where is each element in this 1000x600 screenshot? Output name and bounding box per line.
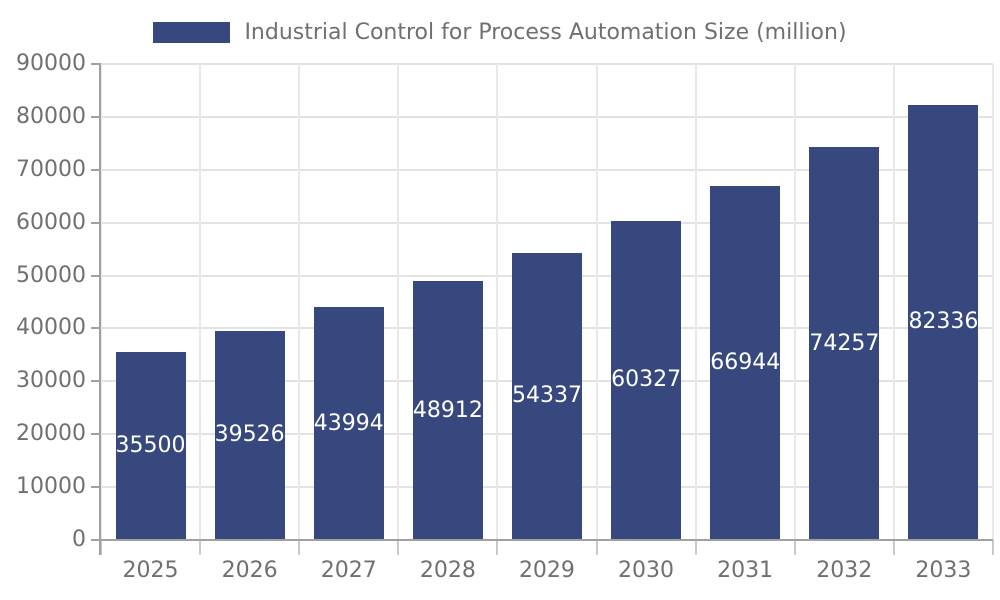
- bar[interactable]: 66944: [710, 185, 781, 540]
- legend-swatch: [153, 22, 231, 43]
- bar[interactable]: 35500: [115, 352, 186, 540]
- y-axis-tick: [91, 380, 101, 383]
- bar[interactable]: 54337: [512, 252, 582, 540]
- y-tick-label: 70000: [16, 156, 86, 182]
- bar[interactable]: 60327: [611, 220, 682, 540]
- y-axis-tick: [91, 221, 101, 224]
- x-axis-tick: [892, 540, 895, 555]
- x-tick-label: 2032: [816, 558, 873, 583]
- x-tick-label: 2030: [618, 558, 675, 583]
- bar-value-label: 35500: [115, 433, 186, 459]
- y-axis-tick: [91, 327, 101, 330]
- x-axis-tick: [397, 540, 400, 555]
- gridline-horizontal: [101, 168, 993, 171]
- x-tick-label: 2028: [419, 558, 476, 583]
- bar[interactable]: 48912: [412, 281, 483, 540]
- y-tick-label: 80000: [16, 103, 86, 129]
- y-axis-tick: [91, 433, 101, 436]
- y-axis-tick: [91, 115, 101, 118]
- bar-value-label: 66944: [710, 349, 781, 375]
- y-tick-label: 20000: [16, 421, 86, 447]
- y-axis-tick: [91, 486, 101, 489]
- bar[interactable]: 74257: [809, 147, 880, 540]
- bar[interactable]: 39526: [214, 330, 285, 540]
- y-axis-tick: [91, 63, 101, 65]
- bar-value-label: 39526: [214, 422, 285, 448]
- y-tick-label: 10000: [16, 474, 86, 500]
- legend[interactable]: Industrial Control for Process Automatio…: [0, 20, 1000, 45]
- x-axis-tick: [694, 540, 697, 555]
- bar[interactable]: 43994: [313, 307, 384, 540]
- gridline-horizontal: [101, 63, 993, 65]
- y-axis-line: [99, 64, 101, 555]
- bar-value-label: 82336: [908, 309, 979, 335]
- x-axis-tick: [793, 540, 796, 555]
- bar[interactable]: 82336: [908, 104, 979, 540]
- bar-value-label: 43994: [313, 410, 384, 436]
- x-axis-tick: [496, 540, 499, 555]
- x-tick-label: 2026: [221, 558, 278, 583]
- y-axis-tick: [91, 274, 101, 277]
- gridline-vertical: [892, 64, 895, 540]
- gridline-vertical: [496, 64, 499, 540]
- y-tick-label: 90000: [16, 51, 86, 76]
- x-axis-tick: [992, 540, 994, 555]
- y-tick-label: 40000: [16, 315, 86, 341]
- y-axis-tick: [91, 539, 101, 541]
- gridline-horizontal: [101, 221, 993, 224]
- bar-value-label: 48912: [412, 397, 483, 423]
- gridline-vertical: [199, 64, 202, 540]
- gridline-vertical: [100, 64, 102, 540]
- x-tick-label: 2031: [717, 558, 774, 583]
- x-axis-tick: [595, 540, 598, 555]
- gridline-vertical: [595, 64, 598, 540]
- gridline-vertical: [298, 64, 301, 540]
- y-tick-label: 50000: [16, 262, 86, 288]
- gridline-vertical: [992, 64, 994, 540]
- bar-value-label: 54337: [512, 383, 582, 409]
- x-axis-tick: [100, 540, 102, 555]
- gridline-vertical: [793, 64, 796, 540]
- x-tick-label: 2033: [915, 558, 972, 583]
- plot-area: 35500 39526 43994 48912 54337 60327 66944 74257…: [100, 63, 994, 540]
- x-axis-tick: [199, 540, 202, 555]
- y-tick-label: 60000: [16, 209, 86, 235]
- bar-value-label: 74257: [809, 330, 880, 356]
- x-axis-tick: [298, 540, 301, 555]
- x-axis-line: [99, 539, 993, 541]
- x-tick-label: 2025: [122, 558, 179, 583]
- x-tick-label: 2027: [320, 558, 377, 583]
- x-tick-label: 2029: [518, 558, 575, 583]
- gridline-horizontal: [101, 115, 993, 118]
- gridline-vertical: [694, 64, 697, 540]
- bar-value-label: 60327: [611, 367, 682, 393]
- y-axis-tick: [91, 168, 101, 171]
- y-tick-label: 0: [72, 527, 86, 552]
- y-tick-label: 30000: [16, 368, 86, 394]
- gridline-vertical: [397, 64, 400, 540]
- legend-label: Industrial Control for Process Automatio…: [244, 20, 847, 45]
